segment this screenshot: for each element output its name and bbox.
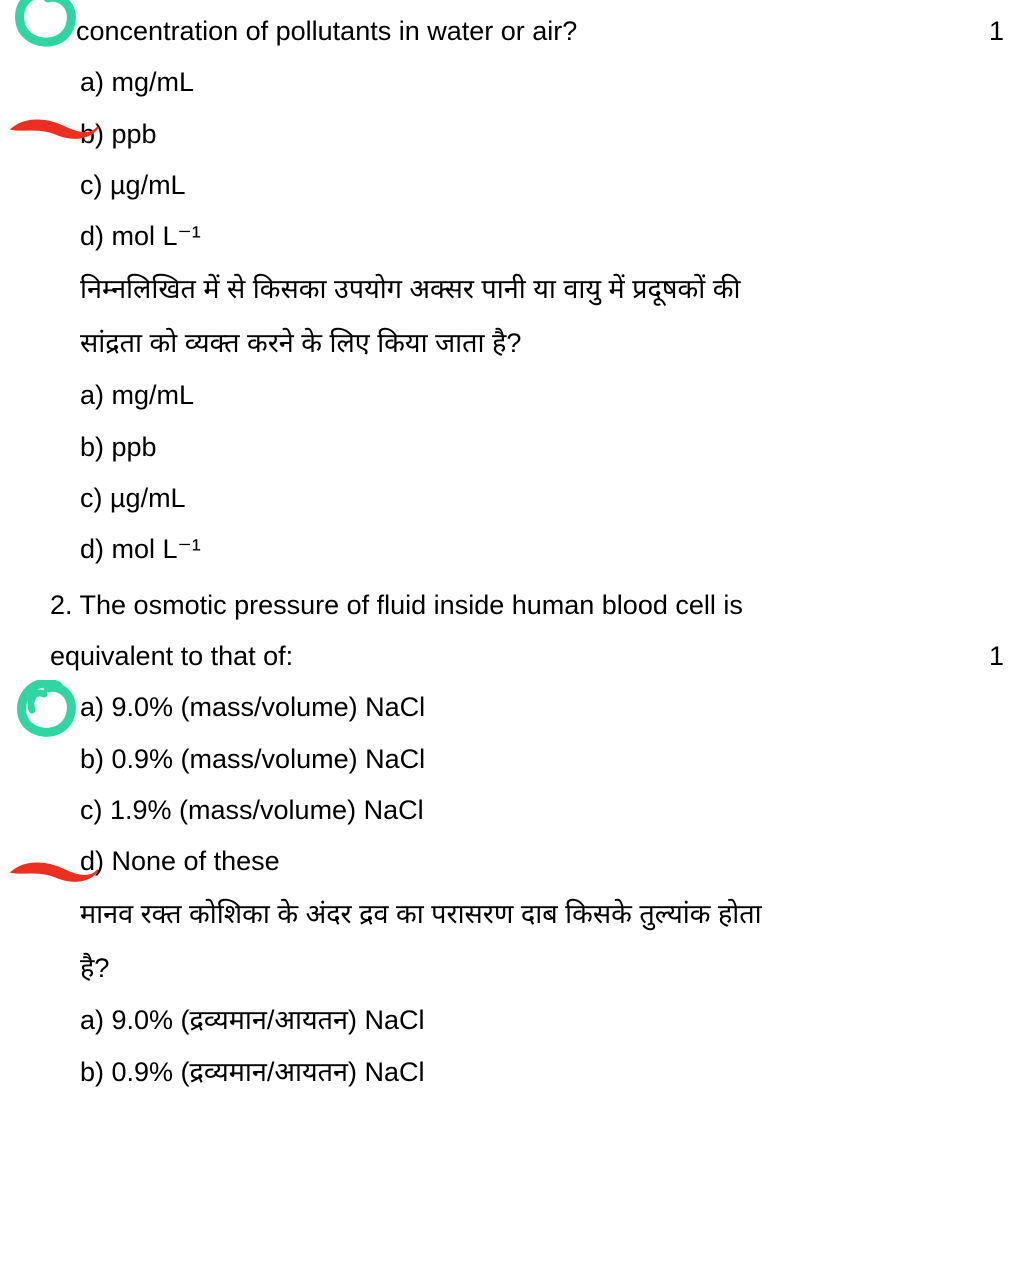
q1-en-option-a: a) mg/mL	[80, 57, 1024, 108]
q2-en-option-b: b) 0.9% (mass/volume) NaCl	[80, 744, 425, 774]
q2-en-option-a: a) 9.0% (mass/volume) NaCl	[80, 682, 1024, 733]
q1-en-option-c: c) µg/mL	[80, 160, 1024, 211]
q1-en-option-d: d) mol L⁻¹	[80, 211, 1024, 262]
q2-english-line2: equivalent to that of:	[50, 641, 293, 671]
q2-english-line2-row: equivalent to that of: 1	[50, 631, 1024, 682]
q2-hindi-line1: मानव रक्त कोशिका के अंदर द्रव का परासरण …	[80, 887, 1008, 941]
q1-hi-option-a: a) mg/mL	[80, 370, 1024, 421]
q1-english-fragment: concentration of pollutants in water or …	[76, 6, 577, 57]
q1-marks: 1	[989, 6, 1004, 57]
q2-en-option-c: c) 1.9% (mass/volume) NaCl	[80, 785, 1024, 836]
q1-hi-option-d: d) mol L⁻¹	[80, 524, 1024, 575]
q1-hindi-line2: सांद्रता को व्यक्त करने के लिए किया जाता…	[80, 316, 1008, 370]
q1-hi-option-c: c) µg/mL	[80, 473, 1024, 524]
q1-hi-option-b: b) ppb	[80, 422, 1024, 473]
q2-marks: 1	[989, 631, 1004, 682]
q1-en-option-b-row: b) ppb	[80, 109, 1024, 160]
q2-hi-option-b: b) 0.9% (द्रव्यमान/आयतन) NaCl	[80, 1047, 1024, 1098]
q1-en-option-b: b) ppb	[80, 119, 157, 149]
q2-en-option-b-row: b) 0.9% (mass/volume) NaCl	[80, 734, 1024, 785]
q2-hindi-line2: है?	[80, 941, 1008, 995]
q2-en-option-d: d) None of these	[80, 836, 1024, 887]
exam-page: concentration of pollutants in water or …	[0, 0, 1024, 1287]
q1-hindi-line1: निम्नलिखित में से किसका उपयोग अक्सर पानी…	[80, 262, 1008, 316]
green-circle-annotation-q2	[14, 680, 80, 742]
q2-english-line1: 2. The osmotic pressure of fluid inside …	[50, 580, 1008, 631]
q2-hi-option-a: a) 9.0% (द्रव्यमान/आयतन) NaCl	[80, 995, 1024, 1046]
q1-english-fragment-row: concentration of pollutants in water or …	[0, 6, 1024, 57]
